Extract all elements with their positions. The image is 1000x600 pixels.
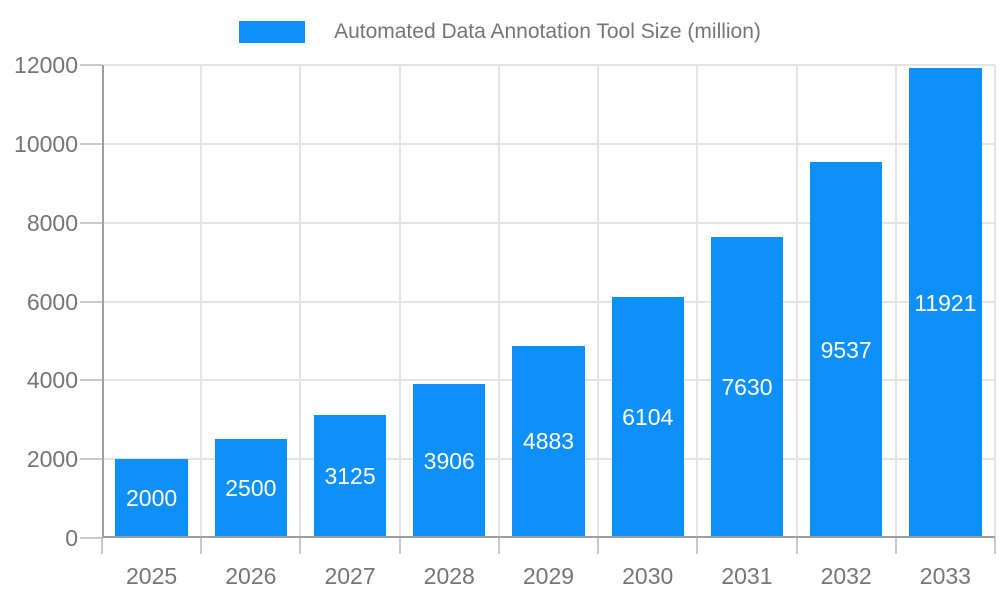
y-axis-line (102, 65, 104, 538)
legend: Automated Data Annotation Tool Size (mil… (0, 15, 1000, 49)
x-tick (696, 538, 699, 554)
bar-value-label: 4883 (522, 428, 575, 455)
y-tick-label: 2000 (26, 446, 78, 473)
y-tick (80, 379, 102, 382)
v-gridline (795, 65, 798, 538)
bar-2033[interactable]: 11921 (909, 68, 982, 538)
bar-value-label: 3125 (324, 462, 376, 489)
bar-value-label: 7630 (721, 374, 773, 401)
v-gridline (299, 65, 302, 538)
bar-value-label: 11921 (914, 289, 977, 316)
bar-2030[interactable]: 6104 (611, 297, 684, 538)
bar-2025[interactable]: 2000 (115, 459, 188, 538)
bar-value-label: 2500 (225, 475, 277, 502)
x-axis-label: 2029 (522, 563, 575, 589)
bar-2026[interactable]: 2500 (214, 439, 288, 538)
x-axis-line (102, 536, 995, 538)
y-tick (80, 221, 102, 224)
legend-item[interactable]: Automated Data Annotation Tool Size (mil… (239, 20, 761, 44)
bar-2028[interactable]: 3906 (413, 384, 486, 538)
x-tick (795, 538, 798, 554)
y-tick-label: 12000 (14, 52, 78, 78)
bar-2032[interactable]: 9537 (809, 162, 883, 538)
x-axis-label: 2028 (423, 563, 475, 589)
x-axis-label: 2025 (126, 563, 178, 589)
v-gridline (894, 65, 897, 538)
y-tick (80, 300, 102, 303)
x-axis-label: 2027 (324, 563, 376, 589)
h-gridline (102, 221, 995, 224)
x-tick (101, 538, 103, 554)
x-axis-label: 2033 (919, 563, 971, 589)
legend-label: Automated Data Annotation Tool Size (mil… (334, 20, 761, 43)
y-tick-label: 6000 (26, 288, 78, 315)
bar-value-label: 3906 (423, 447, 475, 474)
v-gridline (994, 65, 996, 538)
bar-value-label: 9537 (820, 336, 872, 363)
x-tick (299, 538, 302, 554)
y-tick-label: 0 (65, 525, 78, 551)
v-gridline (497, 65, 500, 538)
bar-value-label: 6104 (622, 404, 674, 431)
bar-2029[interactable]: 4883 (512, 345, 585, 538)
v-gridline (597, 65, 600, 538)
bar-value-label: 2000 (126, 485, 178, 512)
x-tick (398, 538, 401, 554)
v-gridline (696, 65, 699, 538)
h-gridline (102, 142, 995, 145)
x-axis-label: 2031 (721, 563, 773, 589)
bar-2031[interactable]: 7630 (710, 237, 784, 538)
x-tick (994, 538, 996, 554)
v-gridline (398, 65, 401, 538)
v-gridline (200, 65, 203, 538)
x-axis-label: 2032 (820, 563, 872, 589)
legend-swatch (239, 21, 306, 43)
x-axis-label: 2026 (225, 563, 277, 589)
y-tick (80, 64, 102, 66)
plot-area: 2000 2500 3125 3906 4883 6104 7630 9537 11921 (102, 64, 996, 538)
y-tick (80, 537, 102, 539)
x-tick (894, 538, 897, 554)
x-tick (597, 538, 600, 554)
x-axis-label: 2030 (622, 563, 674, 589)
y-tick-label: 4000 (26, 367, 78, 394)
y-tick (80, 142, 102, 145)
h-gridline (102, 64, 995, 66)
y-tick-label: 10000 (14, 130, 78, 157)
x-tick (497, 538, 500, 554)
y-tick (80, 458, 102, 461)
h-gridline (102, 300, 995, 303)
x-tick (200, 538, 203, 554)
bar-2027[interactable]: 3125 (313, 414, 387, 538)
y-tick-label: 8000 (26, 209, 78, 236)
